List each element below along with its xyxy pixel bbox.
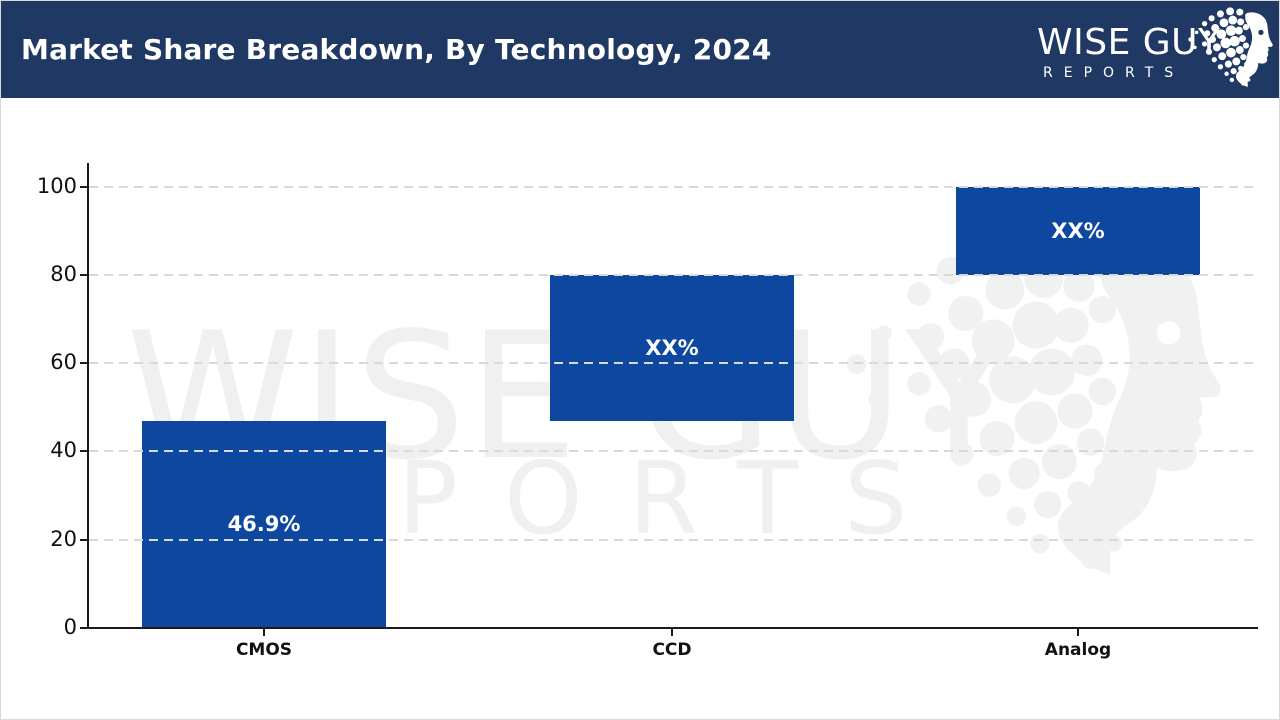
wiseguy-logo: WISE GUY REPORTS [1031, 1, 1280, 98]
header-banner: Market Share Breakdown, By Technology, 2… [1, 1, 1280, 98]
x-axis-line [87, 627, 1258, 629]
page-title: Market Share Breakdown, By Technology, 2… [21, 33, 772, 66]
logo-tagline-text: REPORTS [1043, 65, 1185, 81]
logo-brand-text: WISE GUY [1037, 22, 1221, 63]
y-tick-20 [80, 538, 88, 541]
gridline-60 [89, 362, 1258, 365]
y-axis-line [87, 163, 89, 629]
x-tick-Analog [1077, 629, 1079, 636]
x-tick-CMOS [263, 629, 265, 636]
x-tick-CCD [671, 629, 673, 636]
bar-CMOS [142, 420, 386, 628]
category-label-Analog: Analog [1044, 640, 1112, 660]
y-tick-label-20: 20 [50, 526, 77, 551]
y-tick-label-100: 100 [36, 173, 77, 198]
category-label-CCD: CCD [652, 640, 692, 660]
gridline-100 [89, 185, 1258, 188]
y-tick-label-60: 60 [50, 350, 77, 375]
y-tick-40 [80, 450, 88, 453]
bar-value-label-CCD: XX% [645, 335, 699, 360]
y-tick-label-40: 40 [50, 438, 77, 463]
y-tick-0 [80, 627, 88, 629]
bar-value-label-CMOS: 46.9% [227, 512, 301, 537]
bar-Analog [956, 186, 1200, 275]
y-tick-100 [80, 185, 88, 188]
bar-CCD [550, 274, 794, 421]
y-tick-label-80: 80 [50, 261, 77, 286]
gridline-80 [89, 273, 1258, 276]
y-tick-label-0: 0 [63, 615, 77, 639]
gridline-20 [89, 538, 1258, 541]
y-tick-60 [80, 362, 88, 365]
bar-value-label-Analog: XX% [1051, 218, 1105, 243]
y-tick-80 [80, 273, 88, 276]
category-label-CMOS: CMOS [235, 640, 293, 660]
gridline-40 [89, 450, 1258, 453]
